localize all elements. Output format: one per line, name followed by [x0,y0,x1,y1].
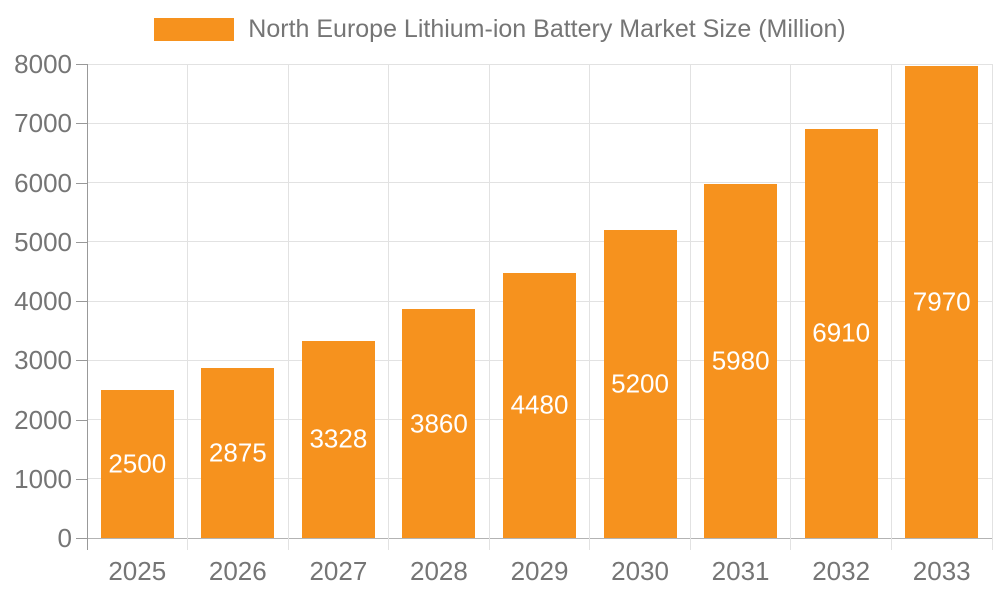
y-tick [76,123,87,125]
bar-value-label: 5200 [611,368,669,399]
legend-swatch-icon [154,18,235,41]
bar-value-label: 4480 [510,389,569,420]
v-gridline [890,64,892,538]
x-axis-label: 2031 [711,556,770,586]
bar[interactable] [100,389,174,538]
x-tick [388,538,390,550]
h-gridline [87,182,992,183]
y-axis-line [87,64,88,550]
h-gridline [87,241,992,243]
y-axis-label: 2000 [14,404,72,435]
v-gridline [287,64,289,538]
x-tick [689,538,691,550]
bar[interactable] [402,309,476,538]
h-gridline [87,122,992,124]
bar[interactable] [603,229,677,538]
y-axis-label: 6000 [14,167,72,198]
x-axis-label: 2033 [912,556,971,586]
bar[interactable] [201,367,275,538]
bar[interactable] [804,128,878,538]
bar-value-label: 3328 [309,423,368,454]
x-tick [287,538,289,550]
v-gridline [689,64,691,538]
x-axis-label: 2029 [510,556,569,586]
y-tick [76,360,87,362]
bar[interactable] [704,183,778,538]
v-gridline [388,64,390,538]
bar-value-label: 2875 [208,437,267,468]
x-tick [890,538,892,550]
bar-value-label: 6910 [812,317,871,348]
h-gridline [87,63,992,65]
x-axis-label: 2025 [108,556,167,586]
y-axis-label: 8000 [14,49,72,79]
x-tick [86,538,88,550]
y-tick [76,241,87,243]
bar[interactable] [301,340,375,538]
y-axis-label: 0 [57,523,72,553]
x-axis-label: 2028 [410,556,468,586]
x-axis-line [87,538,992,539]
y-tick [76,64,87,65]
x-axis-label: 2032 [812,556,871,586]
x-tick [187,538,189,550]
y-axis-label: 1000 [14,463,72,494]
x-axis-label: 2027 [309,556,368,586]
y-tick [76,478,87,480]
v-gridline [991,64,993,538]
y-tick [76,538,87,539]
v-gridline [488,64,490,538]
x-axis-label: 2030 [611,556,669,586]
x-axis-label: 2026 [208,556,267,586]
bar-value-label: 7970 [912,286,971,317]
y-axis-label: 3000 [14,345,72,376]
bar-value-label: 2500 [108,448,167,479]
y-tick [76,301,87,302]
bar[interactable] [905,65,979,538]
bar[interactable] [503,272,576,538]
v-gridline [589,64,591,538]
y-axis-label: 4000 [14,286,72,316]
legend[interactable]: North Europe Lithium-ion Battery Market … [0,15,1000,44]
x-tick [790,538,792,550]
x-tick [991,538,993,550]
y-tick [76,182,87,184]
x-tick [589,538,591,550]
y-axis-label: 5000 [14,226,72,257]
bar-value-label: 5980 [711,345,770,376]
bar-value-label: 3860 [410,408,468,439]
v-gridline [790,64,792,538]
plot-area: 2500 2875 3328 3860 4480 5200 5980 6910 7970 [86,63,993,538]
v-gridline [187,64,189,538]
y-tick [76,419,87,421]
x-tick [488,538,490,550]
legend-label: North Europe Lithium-ion Battery Market … [248,15,846,43]
y-axis-label: 7000 [14,108,72,139]
